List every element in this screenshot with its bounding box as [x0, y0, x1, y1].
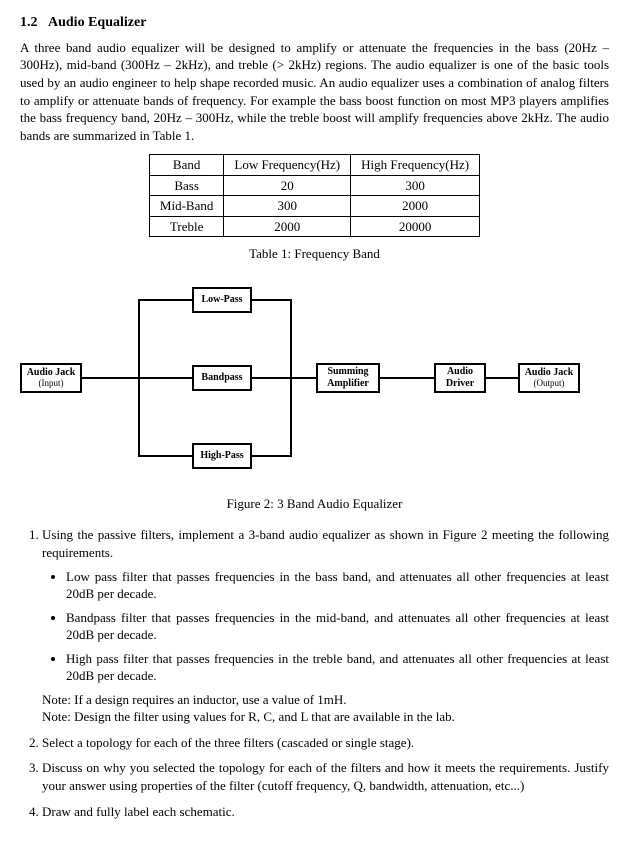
wire [82, 377, 140, 379]
table-cell: 20 [224, 175, 351, 196]
question-item: Draw and fully label each schematic. [42, 803, 609, 821]
requirement-item: High pass filter that passes frequencies… [66, 650, 609, 685]
block-lowpass: Low-Pass [192, 287, 252, 313]
wire [290, 299, 292, 457]
table-caption: Table 1: Frequency Band [20, 245, 609, 263]
wire [486, 377, 518, 379]
table-cell: 2000 [224, 216, 351, 237]
table-cell: 300 [224, 196, 351, 217]
block-input: Audio Jack (Input) [20, 363, 82, 393]
figure-caption: Figure 2: 3 Band Audio Equalizer [20, 495, 609, 513]
table-header: Low Frequency(Hz) [224, 155, 351, 176]
block-highpass: High-Pass [192, 443, 252, 469]
block-label: Amplifier [327, 378, 369, 390]
requirement-list: Low pass filter that passes frequencies … [42, 568, 609, 685]
wire [138, 377, 192, 379]
section-heading: 1.2 Audio Equalizer [20, 14, 609, 33]
block-label: Audio Jack [525, 367, 574, 379]
question-list: Using the passive filters, implement a 3… [20, 526, 609, 820]
intro-paragraph: A three band audio equalizer will be des… [20, 39, 609, 144]
block-diagram: Audio Jack (Input) Low-Pass Bandpass Hig… [20, 277, 609, 487]
question-item: Select a topology for each of the three … [42, 734, 609, 752]
wire [252, 377, 316, 379]
block-label: Summing [327, 366, 368, 378]
question-item: Discuss on why you selected the topology… [42, 759, 609, 794]
q1-lead: Using the passive filters, implement a 3… [42, 527, 609, 560]
wire [252, 455, 292, 457]
table-header: High Frequency(Hz) [351, 155, 480, 176]
block-output: Audio Jack (Output) [518, 363, 580, 393]
block-sublabel: (Input) [39, 378, 64, 388]
block-label: Bandpass [201, 372, 242, 384]
block-driver: Audio Driver [434, 363, 486, 393]
requirement-item: Low pass filter that passes frequencies … [66, 568, 609, 603]
section-title-text: Audio Equalizer [48, 15, 146, 30]
requirement-item: Bandpass filter that passes frequencies … [66, 609, 609, 644]
design-note: Note: If a design requires an inductor, … [42, 691, 609, 709]
wire [138, 299, 192, 301]
wire [252, 299, 292, 301]
table-cell: 20000 [351, 216, 480, 237]
wire [138, 455, 192, 457]
block-summing: Summing Amplifier [316, 363, 380, 393]
block-sublabel: (Output) [534, 378, 565, 388]
block-label: High-Pass [200, 450, 243, 462]
table-cell: 300 [351, 175, 480, 196]
section-number: 1.2 [20, 15, 38, 30]
block-label: Audio [447, 366, 473, 378]
table-cell: 2000 [351, 196, 480, 217]
question-item: Using the passive filters, implement a 3… [42, 526, 609, 725]
block-bandpass: Bandpass [192, 365, 252, 391]
table-header: Band [149, 155, 223, 176]
design-note: Note: Design the filter using values for… [42, 708, 609, 726]
block-label: Low-Pass [201, 294, 242, 306]
frequency-table: Band Low Frequency(Hz) High Frequency(Hz… [149, 154, 480, 237]
wire [380, 377, 434, 379]
table-cell: Bass [149, 175, 223, 196]
table-cell: Treble [149, 216, 223, 237]
table-cell: Mid-Band [149, 196, 223, 217]
block-label: Audio Jack [27, 367, 76, 379]
block-label: Driver [446, 378, 474, 390]
